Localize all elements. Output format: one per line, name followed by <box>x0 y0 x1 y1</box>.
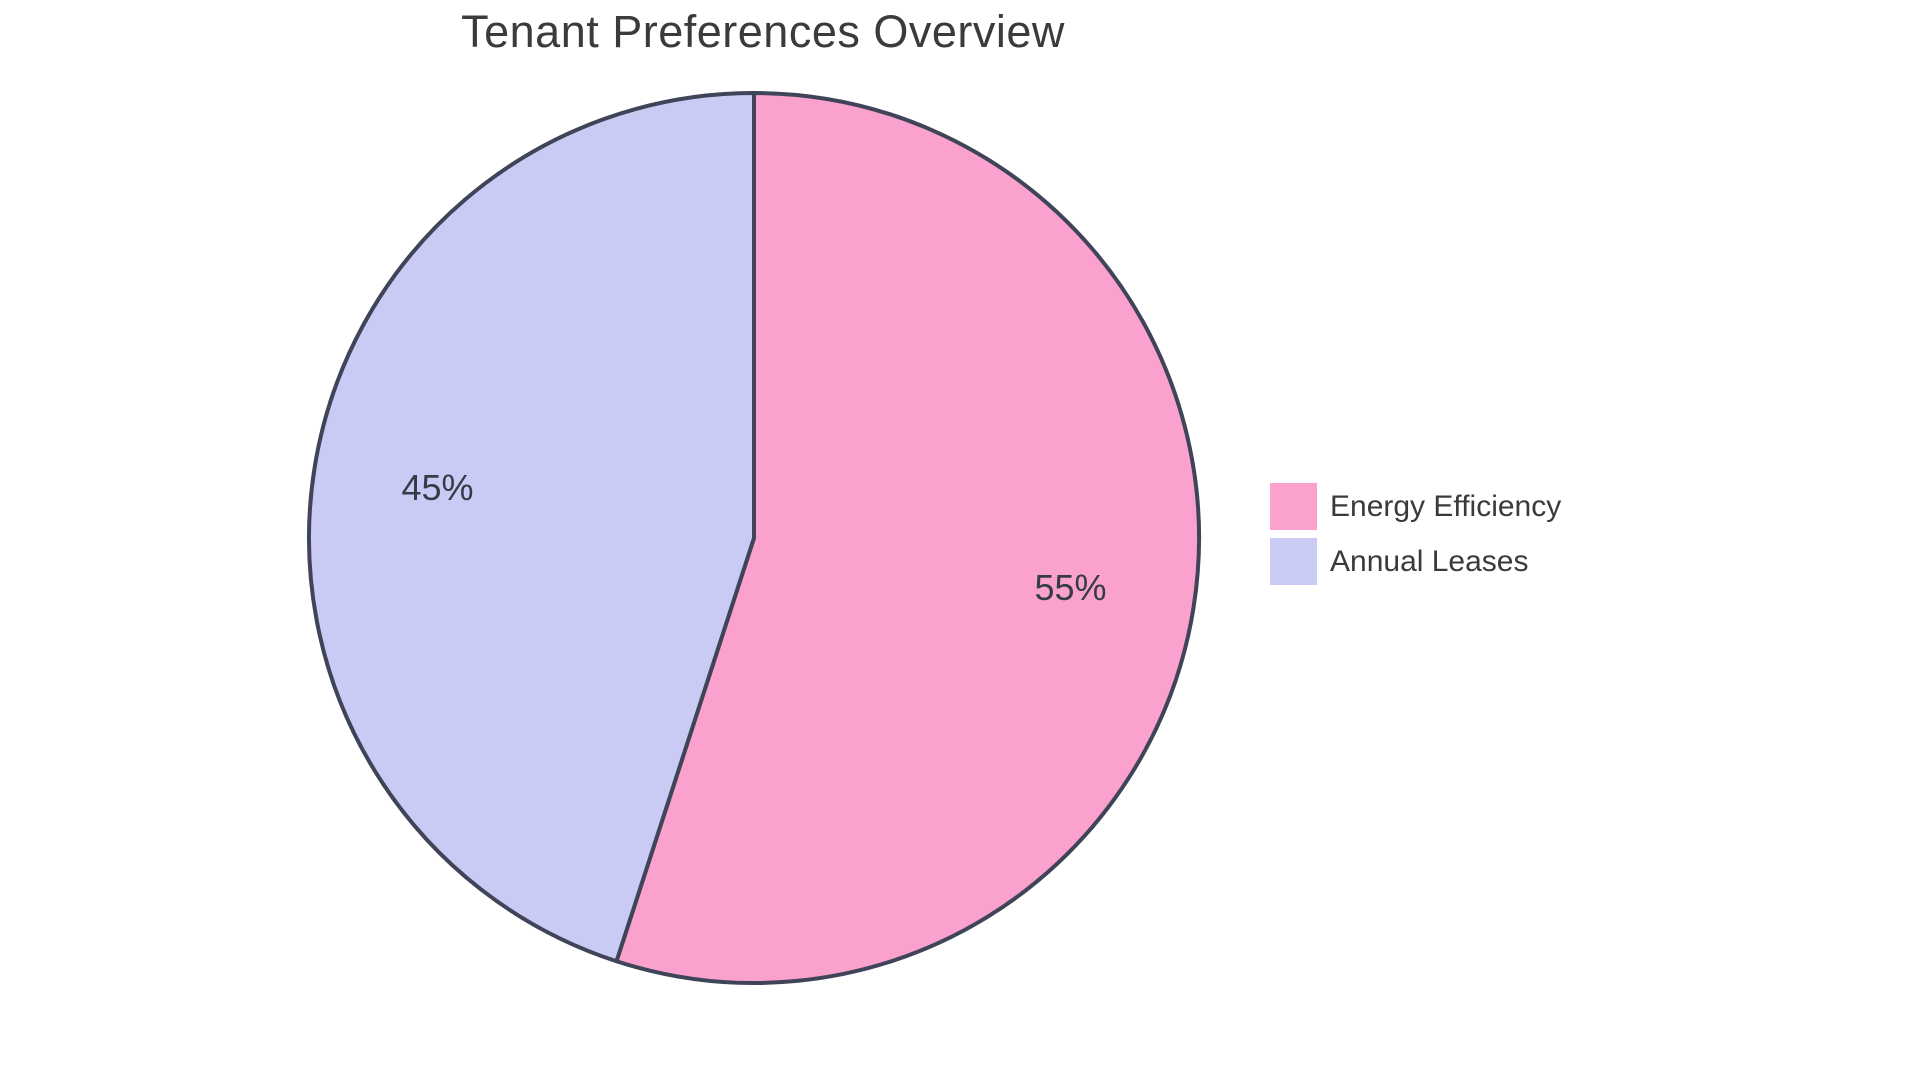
slice-percentage-label-energy-efficiency: 55% <box>1034 567 1106 608</box>
legend-swatch-energy-efficiency-icon <box>1270 483 1317 530</box>
legend-item-energy-efficiency[interactable]: Energy Efficiency <box>1270 483 1561 530</box>
legend-label-annual-leases: Annual Leases <box>1330 544 1529 578</box>
legend: Energy Efficiency Annual Leases <box>1270 483 1561 585</box>
legend-swatch-annual-leases-icon <box>1270 538 1317 585</box>
legend-item-annual-leases[interactable]: Annual Leases <box>1270 538 1561 585</box>
pie-slice-energy-efficiency[interactable] <box>614 91 1202 985</box>
pie-slice-annual-leases[interactable] <box>307 91 756 964</box>
chart-title: Tenant Preferences Overview <box>461 6 1065 57</box>
legend-label-energy-efficiency: Energy Efficiency <box>1330 489 1562 523</box>
slice-percentage-label-annual-leases: 45% <box>401 467 473 508</box>
